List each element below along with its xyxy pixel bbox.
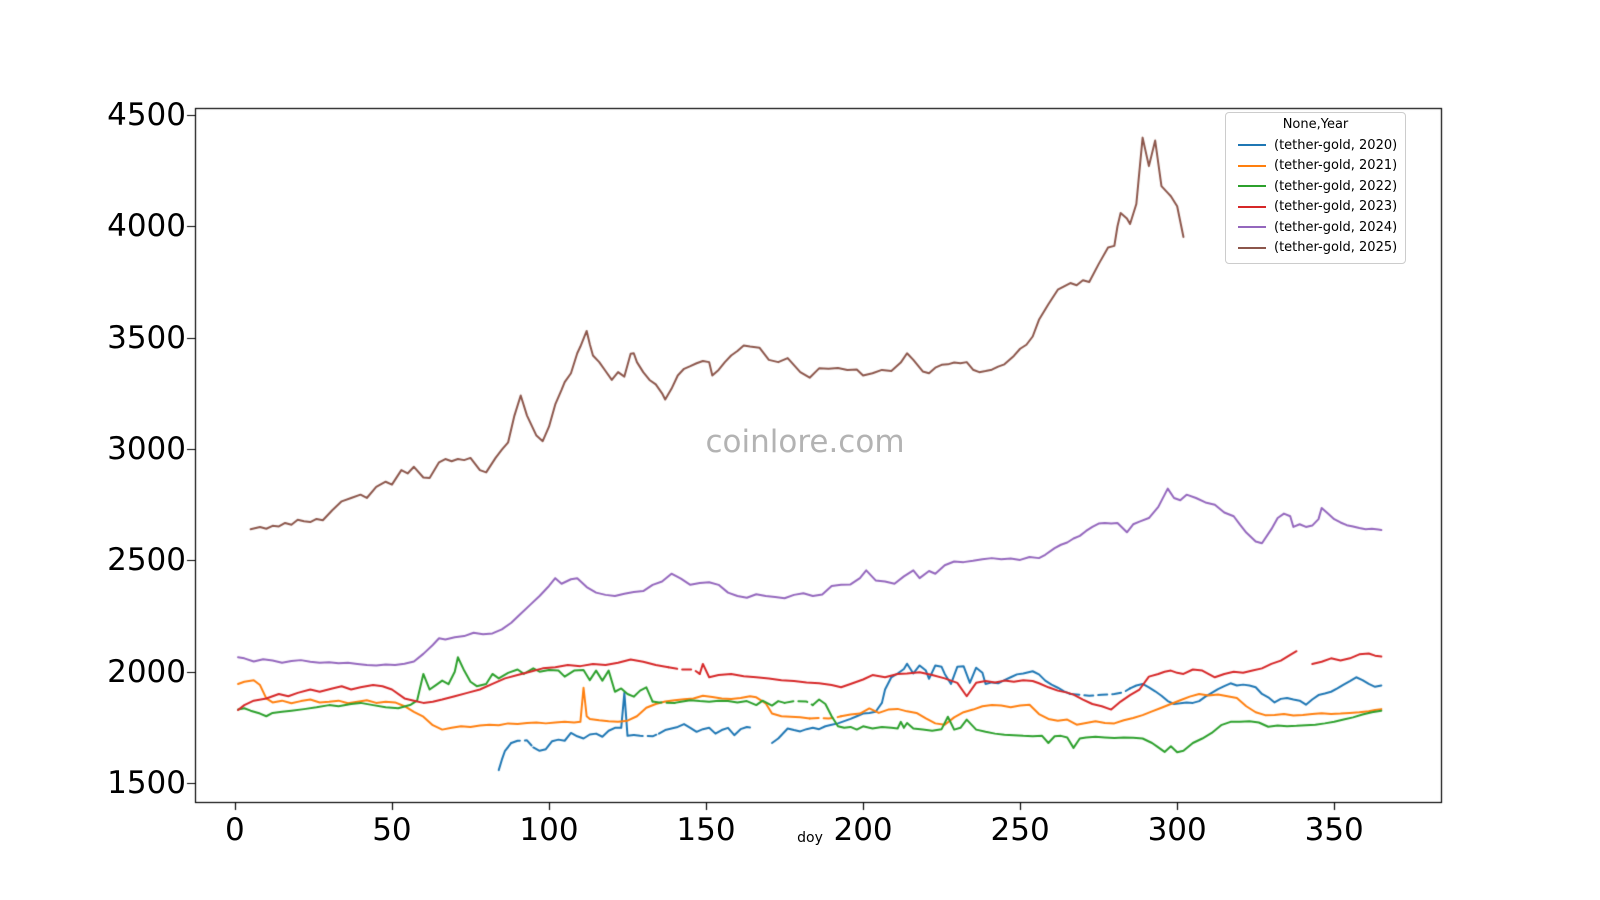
legend-line-sample-icon (1238, 226, 1266, 229)
y-tick-label: 3000 (107, 430, 186, 467)
legend: None,Year (tether-gold, 2020) (tether-gol… (1225, 112, 1406, 264)
x-tick-label: 300 (1147, 812, 1207, 848)
legend-line-sample-icon (1238, 246, 1266, 249)
legend-line-sample-icon (1238, 164, 1266, 167)
x-tick-label: 200 (833, 812, 893, 848)
watermark: coinlore.com (705, 424, 905, 460)
legend-entry: (tether-gold, 2023) (1232, 197, 1399, 218)
legend-entry-label: (tether-gold, 2022) (1274, 178, 1398, 194)
legend-entry: (tether-gold, 2024) (1232, 217, 1399, 238)
y-tick-label: 4500 (107, 96, 186, 133)
x-tick-label: 250 (990, 812, 1050, 848)
x-tick-label: 0 (225, 812, 245, 848)
legend-title: None,Year (1282, 117, 1349, 132)
legend-rows: (tether-gold, 2020) (tether-gold, 2021) (t… (1232, 135, 1399, 258)
legend-entry: (tether-gold, 2021) (1232, 156, 1399, 177)
legend-line-sample-icon (1238, 144, 1266, 147)
legend-entry: (tether-gold, 2020) (1232, 135, 1399, 156)
x-tick-label: 350 (1304, 812, 1364, 848)
legend-entry-label: (tether-gold, 2024) (1274, 219, 1398, 235)
legend-entry: (tether-gold, 2025) (1232, 238, 1399, 259)
legend-entry-label: (tether-gold, 2021) (1274, 158, 1398, 174)
legend-entry-label: (tether-gold, 2020) (1274, 137, 1398, 153)
legend-entry-label: (tether-gold, 2025) (1274, 240, 1398, 256)
x-axis-label: doy (797, 830, 823, 846)
legend-line-sample-icon (1238, 185, 1266, 188)
y-tick-label: 2500 (107, 542, 186, 579)
x-tick-label: 150 (676, 812, 736, 848)
legend-entry: (tether-gold, 2022) (1232, 176, 1399, 197)
x-tick-label: 100 (519, 812, 579, 848)
y-tick-label: 3500 (107, 319, 186, 356)
y-tick-label: 2000 (107, 653, 186, 690)
y-tick-label: 1500 (107, 765, 186, 802)
legend-line-sample-icon (1238, 205, 1266, 208)
y-tick-label: 4000 (107, 208, 186, 245)
x-tick-label: 50 (372, 812, 412, 848)
legend-entry-label: (tether-gold, 2023) (1274, 199, 1398, 215)
